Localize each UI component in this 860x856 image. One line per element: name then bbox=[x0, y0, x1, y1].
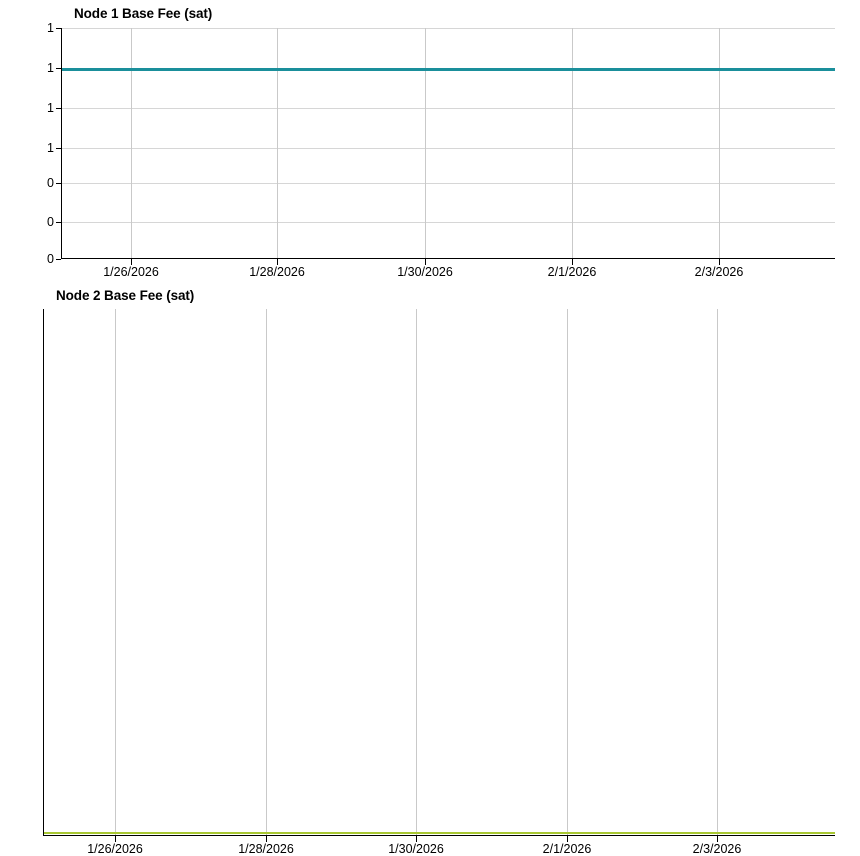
gridline-vertical bbox=[115, 309, 116, 836]
gridline-vertical bbox=[416, 309, 417, 836]
x-tick-label: 2/3/2026 bbox=[692, 842, 742, 856]
x-tick-label: 1/26/2026 bbox=[87, 842, 143, 856]
x-tick-label: 1/30/2026 bbox=[397, 265, 453, 279]
y-tick-mark bbox=[56, 108, 61, 109]
x-tick-label: 1/28/2026 bbox=[249, 265, 305, 279]
plot-area-node1: 1 1 1 1 0 0 0 1/26/2026 1/28/2026 1/30/2… bbox=[47, 22, 835, 278]
x-tick-mark bbox=[115, 836, 116, 842]
series-line-node1 bbox=[61, 68, 835, 71]
gridline-vertical bbox=[719, 28, 720, 259]
gridline-vertical bbox=[567, 309, 568, 836]
x-tick-label: 1/26/2026 bbox=[103, 265, 159, 279]
chart-title-node2: Node 2 Base Fee (sat) bbox=[56, 288, 195, 303]
x-tick-mark bbox=[416, 836, 417, 842]
gridline-vertical bbox=[572, 28, 573, 259]
y-axis-node2 bbox=[43, 309, 44, 836]
gridline-vertical bbox=[266, 309, 267, 836]
chart-panel-node1: Node 1 Base Fee (sat) 1 1 1 1 0 0 bbox=[0, 0, 860, 290]
y-tick-mark bbox=[56, 222, 61, 223]
x-tick-label: 2/3/2026 bbox=[694, 265, 744, 279]
x-tick-mark bbox=[425, 259, 426, 265]
y-tick-label: 1 bbox=[47, 60, 54, 75]
x-tick-label: 1/30/2026 bbox=[388, 842, 444, 856]
y-tick-label: 0 bbox=[47, 251, 54, 266]
y-tick-mark bbox=[56, 28, 61, 29]
y-tick-mark bbox=[56, 148, 61, 149]
x-tick-mark bbox=[717, 836, 718, 842]
gridline-vertical bbox=[277, 28, 278, 259]
x-tick-mark bbox=[277, 259, 278, 265]
x-tick-mark bbox=[567, 836, 568, 842]
x-tick-label: 2/1/2026 bbox=[542, 842, 592, 856]
y-axis-node1 bbox=[61, 28, 62, 259]
x-tick-label: 2/1/2026 bbox=[547, 265, 597, 279]
chart-title-node1: Node 1 Base Fee (sat) bbox=[74, 6, 213, 21]
gridline-horizontal bbox=[61, 108, 835, 109]
y-tick-mark bbox=[56, 68, 61, 69]
y-tick-label: 1 bbox=[47, 100, 54, 115]
gridline-vertical bbox=[717, 309, 718, 836]
plot-area-node2: 1/26/2026 1/28/2026 1/30/2026 2/1/2026 2… bbox=[43, 309, 835, 855]
series-line-node2 bbox=[43, 832, 835, 834]
gridline-horizontal bbox=[61, 222, 835, 223]
y-tick-mark bbox=[56, 183, 61, 184]
gridline-horizontal bbox=[61, 148, 835, 149]
y-tick-label: 1 bbox=[47, 140, 54, 155]
y-tick-label: 0 bbox=[47, 214, 54, 229]
gridline-vertical bbox=[131, 28, 132, 259]
y-tick-label: 0 bbox=[47, 175, 54, 190]
y-tick-mark bbox=[56, 259, 61, 260]
gridline-vertical bbox=[425, 28, 426, 259]
x-tick-mark bbox=[266, 836, 267, 842]
x-tick-mark bbox=[572, 259, 573, 265]
x-tick-mark bbox=[719, 259, 720, 265]
x-tick-mark bbox=[131, 259, 132, 265]
x-axis-node1 bbox=[61, 258, 835, 259]
gridline-horizontal bbox=[61, 28, 835, 29]
gridline-horizontal bbox=[61, 183, 835, 184]
x-tick-label: 1/28/2026 bbox=[238, 842, 294, 856]
chart-panel-node2: Node 2 Base Fee (sat) 1/26/2026 1/28/202… bbox=[0, 286, 860, 855]
y-tick-label: 1 bbox=[47, 20, 54, 35]
